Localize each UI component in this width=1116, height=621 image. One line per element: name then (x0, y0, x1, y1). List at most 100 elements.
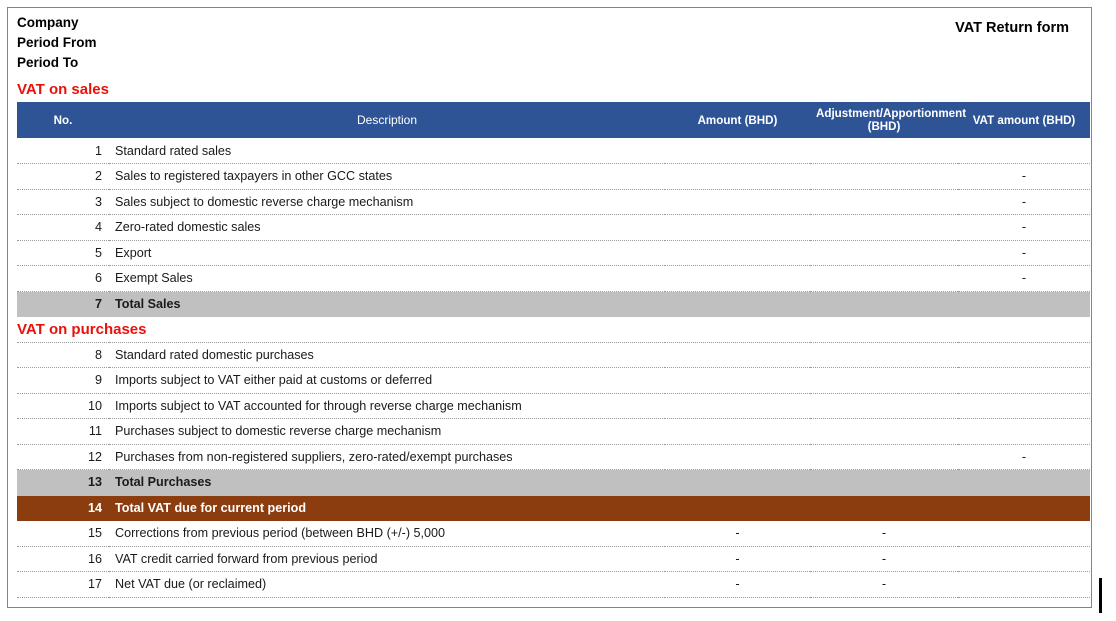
cell-vat-amount[interactable]: - (958, 189, 1090, 215)
cell-adjustment[interactable] (810, 240, 958, 266)
cell-vat-amount[interactable]: - (958, 265, 1090, 292)
cell-adjustment[interactable] (810, 367, 958, 394)
table-row[interactable]: 1 Standard rated sales (17, 138, 1090, 164)
table-row[interactable]: 9 Imports subject to VAT either paid at c… (17, 367, 1090, 394)
cell-no: 3 (17, 189, 109, 215)
cell-vat-amount[interactable] (958, 291, 1090, 317)
cell-description: Total Purchases (109, 469, 665, 496)
table-row[interactable]: 13 Total Purchases (17, 469, 1090, 496)
cell-vat-amount[interactable] (958, 469, 1090, 496)
cell-vat-amount[interactable]: - (958, 214, 1090, 241)
table-row[interactable]: 17 Net VAT due (or reclaimed) - - (17, 571, 1090, 598)
table-spacer-row (17, 316, 1090, 343)
table-header: No. Description Amount (BHD) Adjustment/… (17, 102, 1090, 138)
table-row[interactable]: 4 Zero-rated domestic sales - (17, 214, 1090, 241)
cell-adjustment[interactable]: - (810, 520, 958, 547)
cell-adjustment[interactable] (810, 291, 958, 317)
spacer-cell (665, 316, 810, 343)
column-header-amount: Amount (BHD) (665, 102, 810, 138)
cell-description: Imports subject to VAT either paid at cu… (109, 367, 665, 394)
cell-no: 10 (17, 393, 109, 419)
cell-amount[interactable] (665, 291, 810, 317)
cell-vat-amount[interactable] (958, 520, 1090, 547)
cell-adjustment[interactable] (810, 444, 958, 470)
cell-description: Total VAT due for current period (109, 495, 665, 521)
cell-amount[interactable] (665, 265, 810, 292)
cell-no: 12 (17, 444, 109, 470)
cell-vat-amount[interactable] (958, 546, 1090, 572)
cell-description: Purchases subject to domestic reverse ch… (109, 418, 665, 445)
cell-adjustment[interactable] (810, 495, 958, 521)
cell-amount[interactable] (665, 138, 810, 164)
cell-no: 16 (17, 546, 109, 572)
cell-vat-amount[interactable] (958, 571, 1090, 598)
cell-description: Imports subject to VAT accounted for thr… (109, 393, 665, 419)
table-row[interactable]: 8 Standard rated domestic purchases (17, 342, 1090, 368)
cell-adjustment[interactable] (810, 163, 958, 190)
table-row[interactable]: 11 Purchases subject to domestic reverse … (17, 418, 1090, 445)
cell-amount[interactable] (665, 444, 810, 470)
cell-vat-amount[interactable] (958, 393, 1090, 419)
cell-adjustment[interactable] (810, 469, 958, 496)
cell-vat-amount[interactable] (958, 418, 1090, 445)
cell-amount[interactable] (665, 495, 810, 521)
table-row[interactable]: 2 Sales to registered taxpayers in other … (17, 163, 1090, 190)
spacer-cell (810, 316, 958, 343)
column-header-adjustment: Adjustment/Apportionment (BHD) (810, 102, 966, 138)
cell-description: Corrections from previous period (betwee… (109, 520, 665, 547)
cell-adjustment[interactable] (810, 418, 958, 445)
cell-adjustment[interactable] (810, 138, 958, 164)
cell-description: Net VAT due (or reclaimed) (109, 571, 665, 598)
cell-amount[interactable] (665, 393, 810, 419)
cell-vat-amount[interactable] (958, 342, 1090, 368)
cell-adjustment[interactable] (810, 342, 958, 368)
cell-adjustment[interactable] (810, 265, 958, 292)
cell-description: Purchases from non-registered suppliers,… (109, 444, 665, 470)
spacer-cell (17, 316, 109, 343)
table-row[interactable]: 5 Export - (17, 240, 1090, 266)
cell-vat-amount[interactable]: - (958, 444, 1090, 470)
cell-amount[interactable]: - (665, 546, 810, 572)
text-caret-bar (1099, 578, 1102, 613)
cell-amount[interactable] (665, 214, 810, 241)
cell-amount[interactable]: - (665, 571, 810, 598)
cell-adjustment[interactable]: - (810, 571, 958, 598)
cell-amount[interactable] (665, 240, 810, 266)
table-row[interactable]: 10 Imports subject to VAT accounted for t… (17, 393, 1090, 419)
table-row[interactable]: 16 VAT credit carried forward from previo… (17, 546, 1090, 572)
table-row[interactable]: 14 Total VAT due for current period (17, 495, 1090, 521)
table-row[interactable]: 12 Purchases from non-registered supplier… (17, 444, 1090, 470)
column-header-vat-amount: VAT amount (BHD) (958, 102, 1090, 138)
cell-no: 5 (17, 240, 109, 266)
cell-amount[interactable] (665, 418, 810, 445)
cell-adjustment[interactable] (810, 393, 958, 419)
cell-amount[interactable] (665, 189, 810, 215)
cell-vat-amount[interactable]: - (958, 240, 1090, 266)
cell-amount[interactable] (665, 163, 810, 190)
cell-no: 7 (17, 291, 109, 317)
table-spacer-row (17, 597, 1090, 621)
cell-adjustment[interactable] (810, 214, 958, 241)
vat-on-sales-table: No. Description Amount (BHD) Adjustment/… (17, 102, 1090, 343)
cell-amount[interactable] (665, 469, 810, 496)
table-row[interactable]: 3 Sales subject to domestic reverse charg… (17, 189, 1090, 215)
cell-description: Sales to registered taxpayers in other G… (109, 163, 665, 190)
cell-vat-amount[interactable] (958, 367, 1090, 394)
cell-vat-amount[interactable] (958, 138, 1090, 164)
cell-adjustment[interactable]: - (810, 546, 958, 572)
cell-no: 11 (17, 418, 109, 445)
cell-description: Exempt Sales (109, 265, 665, 292)
cell-vat-amount[interactable]: - (958, 163, 1090, 190)
table-row[interactable]: 7 Total Sales (17, 291, 1090, 317)
cell-no: 4 (17, 214, 109, 241)
table-row[interactable]: 6 Exempt Sales - (17, 265, 1090, 292)
cell-amount[interactable]: - (665, 520, 810, 547)
table-row[interactable]: 15 Corrections from previous period (betw… (17, 520, 1090, 547)
vat-on-sales-rows: 1 Standard rated sales 2 Sales to registere… (17, 138, 1090, 343)
cell-no: 17 (17, 571, 109, 598)
cell-amount[interactable] (665, 342, 810, 368)
meta-label-period-from: Period From (17, 35, 97, 50)
cell-adjustment[interactable] (810, 189, 958, 215)
cell-amount[interactable] (665, 367, 810, 394)
cell-vat-amount[interactable] (958, 495, 1090, 521)
